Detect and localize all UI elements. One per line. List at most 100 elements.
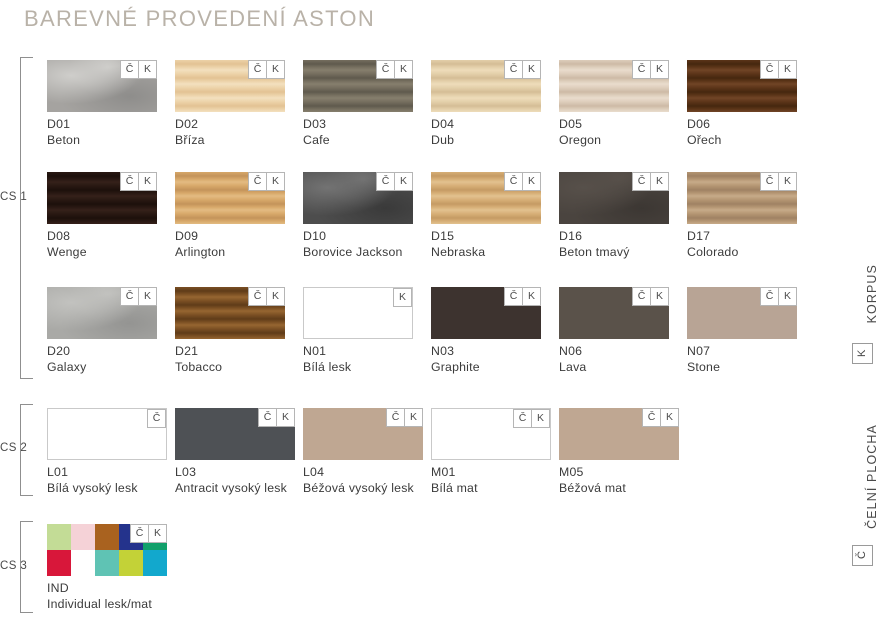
swatch-d09[interactable]: Č K D09 Arlington: [175, 172, 285, 260]
ind-color-cell: [95, 524, 119, 550]
swatch-ind[interactable]: Č K IND Individual lesk/mat: [47, 524, 167, 612]
swatch-d21[interactable]: Č K D21 Tobacco: [175, 287, 285, 375]
badge-celni: Č: [120, 287, 139, 306]
swatch-name: Individual lesk/mat: [47, 597, 152, 611]
swatch-name: Wenge: [47, 245, 87, 259]
side-label-celni-plocha: ČELNÍ PLOCHA: [865, 424, 879, 529]
badge-korpus: K: [276, 408, 295, 427]
swatch-d10[interactable]: Č K D10 Borovice Jackson: [303, 172, 413, 260]
swatch-code: D15: [431, 229, 455, 243]
swatch-n01[interactable]: K N01 Bílá lesk: [303, 287, 413, 375]
badge-celni: Č: [248, 172, 267, 191]
badge-celni: Č: [147, 409, 166, 428]
swatch-d06[interactable]: Č K D06 Ořech: [687, 60, 797, 148]
swatch-d20[interactable]: Č K D20 Galaxy: [47, 287, 157, 375]
badge-celni: Č: [376, 172, 395, 191]
badge-celni: Č: [504, 172, 523, 191]
swatch-m05[interactable]: Č K M05 Béžová mat: [559, 408, 679, 496]
badge-celni: Č: [760, 172, 779, 191]
badge-korpus: K: [266, 287, 285, 306]
swatch-d02[interactable]: Č K D02 Bříza: [175, 60, 285, 148]
swatch-name: Tobacco: [175, 360, 223, 374]
badge-korpus: K: [778, 287, 797, 306]
badge-korpus: K: [531, 409, 550, 428]
badge-korpus: K: [522, 287, 541, 306]
badge-korpus: K: [394, 60, 413, 79]
swatch-d17[interactable]: Č K D17 Colorado: [687, 172, 797, 260]
swatch-name: Arlington: [175, 245, 226, 259]
badge-korpus: K: [650, 172, 669, 191]
badge-korpus: K: [393, 288, 412, 307]
swatch-color-chip[interactable]: K: [303, 287, 413, 339]
ind-color-cell: [143, 550, 167, 576]
side-badge-korpus: K: [852, 343, 873, 364]
badge-korpus: K: [522, 60, 541, 79]
ind-color-cell: [71, 550, 95, 576]
swatch-code: L03: [175, 465, 197, 479]
group-cs1-bracket: [20, 57, 33, 379]
swatch-name: Beton tmavý: [559, 245, 630, 259]
swatch-code: D17: [687, 229, 711, 243]
swatch-color-chip[interactable]: Č: [47, 408, 167, 460]
badge-celni: Č: [248, 60, 267, 79]
swatch-name: Bříza: [175, 133, 205, 147]
badge-celni: Č: [632, 287, 651, 306]
swatch-n07[interactable]: Č K N07 Stone: [687, 287, 797, 375]
swatch-name: Oregon: [559, 133, 602, 147]
swatch-l01[interactable]: Č L01 Bílá vysoký lesk: [47, 408, 167, 496]
swatch-code: D16: [559, 229, 583, 243]
swatch-d04[interactable]: Č K D04 Dub: [431, 60, 541, 148]
swatch-d16[interactable]: Č K D16 Beton tmavý: [559, 172, 669, 260]
swatch-n03[interactable]: Č K N03 Graphite: [431, 287, 541, 375]
badge-korpus: K: [404, 408, 423, 427]
swatch-name: Graphite: [431, 360, 480, 374]
swatch-code: D08: [47, 229, 71, 243]
swatch-l04[interactable]: Č K L04 Béžová vysoký lesk: [303, 408, 423, 496]
badge-celni: Č: [376, 60, 395, 79]
swatch-d01[interactable]: Č K D01 Beton: [47, 60, 157, 148]
swatch-d08[interactable]: Č K D08 Wenge: [47, 172, 157, 260]
swatch-code: N03: [431, 344, 455, 358]
swatch-n06[interactable]: Č K N06 Lava: [559, 287, 669, 375]
swatch-m01[interactable]: Č K M01 Bílá mat: [431, 408, 551, 496]
swatch-l03[interactable]: Č K L03 Antracit vysoký lesk: [175, 408, 295, 496]
swatch-d05[interactable]: Č K D05 Oregon: [559, 60, 669, 148]
swatch-d03[interactable]: Č K D03 Cafe: [303, 60, 413, 148]
swatch-d15[interactable]: Č K D15 Nebraska: [431, 172, 541, 260]
ind-color-cell: [71, 524, 95, 550]
badge-celni: Č: [504, 60, 523, 79]
badge-korpus: K: [660, 408, 679, 427]
swatch-badges: Č: [147, 409, 166, 428]
